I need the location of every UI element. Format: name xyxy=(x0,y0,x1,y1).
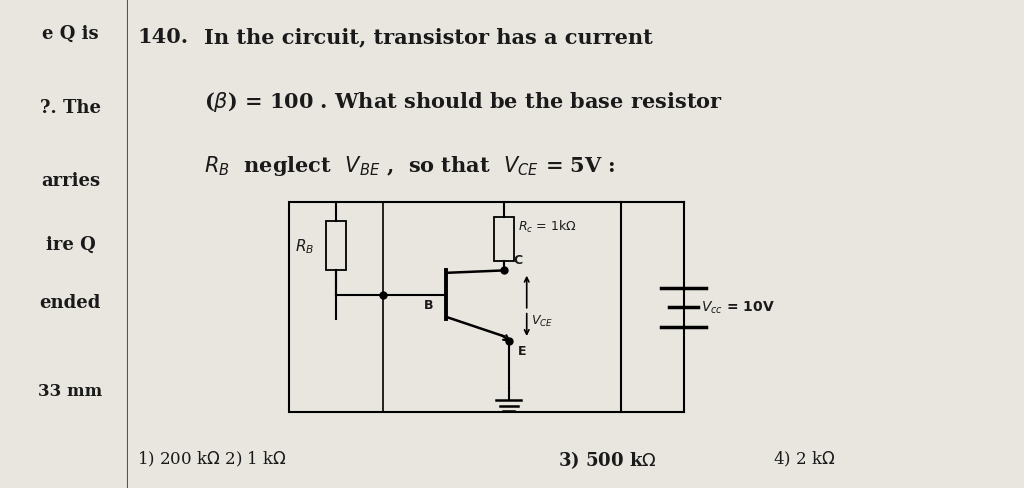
Text: $R_B$  neglect  $V_{BE}$ ,  so that  $V_{CE}$ = 5V :: $R_B$ neglect $V_{BE}$ , so that $V_{CE}… xyxy=(204,154,615,178)
Bar xyxy=(289,203,621,412)
Text: ire Q: ire Q xyxy=(45,235,95,253)
Text: $V_{cc}$ = 10V: $V_{cc}$ = 10V xyxy=(701,299,775,316)
Text: $V_{CE}$: $V_{CE}$ xyxy=(531,314,553,328)
Text: 33 mm: 33 mm xyxy=(38,382,102,399)
Text: ended: ended xyxy=(40,294,101,311)
Text: B: B xyxy=(423,299,433,311)
Text: ?. The: ?. The xyxy=(40,99,101,116)
Text: ($\beta$) = 100 . What should be the base resistor: ($\beta$) = 100 . What should be the bas… xyxy=(204,90,723,114)
Text: E: E xyxy=(518,344,526,357)
Text: $R_B$: $R_B$ xyxy=(295,237,314,256)
Text: C: C xyxy=(513,253,522,266)
Text: arries: arries xyxy=(41,172,100,189)
Text: In the circuit, transistor has a current: In the circuit, transistor has a current xyxy=(204,27,653,47)
Bar xyxy=(327,222,346,271)
Text: $R_c$ = 1k$\Omega$: $R_c$ = 1k$\Omega$ xyxy=(518,219,577,235)
Text: 1) 200 k$\Omega$ 2) 1 k$\Omega$: 1) 200 k$\Omega$ 2) 1 k$\Omega$ xyxy=(137,449,287,468)
Text: 3) 500 k$\Omega$: 3) 500 k$\Omega$ xyxy=(558,448,656,469)
Text: 140.: 140. xyxy=(137,27,188,47)
Text: 4) 2 k$\Omega$: 4) 2 k$\Omega$ xyxy=(773,449,836,468)
Bar xyxy=(495,217,514,261)
Text: e Q is: e Q is xyxy=(42,25,98,43)
